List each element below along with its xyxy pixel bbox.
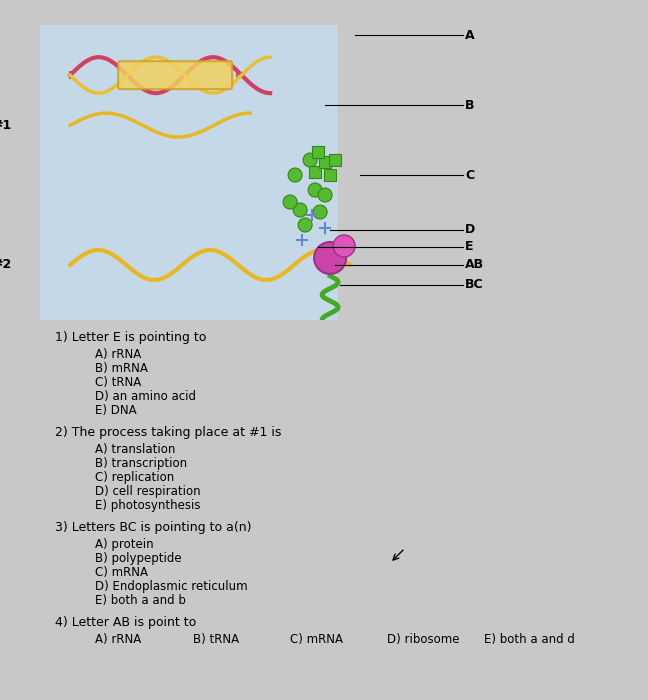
Text: 3) Letters BC is pointing to a(n): 3) Letters BC is pointing to a(n)	[55, 521, 251, 534]
Text: B) mRNA: B) mRNA	[95, 363, 148, 375]
Text: A) protein: A) protein	[95, 538, 154, 551]
Text: A: A	[465, 29, 475, 42]
Text: E) both a and b: E) both a and b	[95, 594, 186, 607]
Text: AB: AB	[465, 258, 485, 272]
Text: D) ribosome: D) ribosome	[387, 633, 459, 646]
Circle shape	[293, 203, 307, 217]
Text: C) mRNA: C) mRNA	[290, 633, 343, 646]
Text: B) transcription: B) transcription	[95, 457, 187, 470]
Text: E: E	[465, 241, 474, 253]
Text: E) photosynthesis: E) photosynthesis	[95, 499, 200, 512]
Circle shape	[314, 242, 346, 274]
Polygon shape	[30, 0, 546, 330]
Text: B) polypeptide: B) polypeptide	[95, 552, 181, 565]
Text: B) tRNA: B) tRNA	[193, 633, 239, 646]
Text: E) DNA: E) DNA	[95, 405, 137, 417]
Text: E) both a and d: E) both a and d	[484, 633, 575, 646]
Bar	[312, 146, 324, 158]
Text: #2: #2	[0, 258, 11, 272]
Circle shape	[288, 168, 302, 182]
Text: C) mRNA: C) mRNA	[95, 566, 148, 579]
Text: C) tRNA: C) tRNA	[95, 377, 141, 389]
Text: 2) The process taking place at #1 is: 2) The process taking place at #1 is	[55, 426, 281, 440]
Bar	[324, 169, 336, 181]
Text: BC: BC	[465, 279, 484, 291]
Text: D) an amino acid: D) an amino acid	[95, 391, 196, 403]
Circle shape	[283, 195, 297, 209]
Circle shape	[318, 188, 332, 202]
Text: 1) Letter E is pointing to: 1) Letter E is pointing to	[55, 331, 206, 344]
Text: C: C	[465, 169, 474, 181]
Circle shape	[303, 153, 317, 167]
Text: A) rRNA: A) rRNA	[95, 633, 141, 646]
Bar	[309, 166, 321, 178]
FancyBboxPatch shape	[118, 61, 232, 89]
Bar	[329, 154, 341, 166]
Circle shape	[313, 205, 327, 219]
Text: D) cell respiration: D) cell respiration	[95, 485, 201, 498]
Circle shape	[298, 218, 312, 232]
Text: #1: #1	[0, 118, 11, 132]
Text: A) translation: A) translation	[95, 443, 176, 456]
Text: 4) Letter AB is point to: 4) Letter AB is point to	[55, 616, 196, 629]
Text: A) rRNA: A) rRNA	[95, 349, 141, 361]
Bar	[319, 156, 331, 168]
Text: C) replication: C) replication	[95, 471, 174, 484]
Circle shape	[333, 235, 355, 257]
Text: D: D	[465, 223, 476, 237]
Text: B: B	[465, 99, 475, 111]
Circle shape	[308, 183, 322, 197]
Text: D) Endoplasmic reticulum: D) Endoplasmic reticulum	[95, 580, 248, 593]
